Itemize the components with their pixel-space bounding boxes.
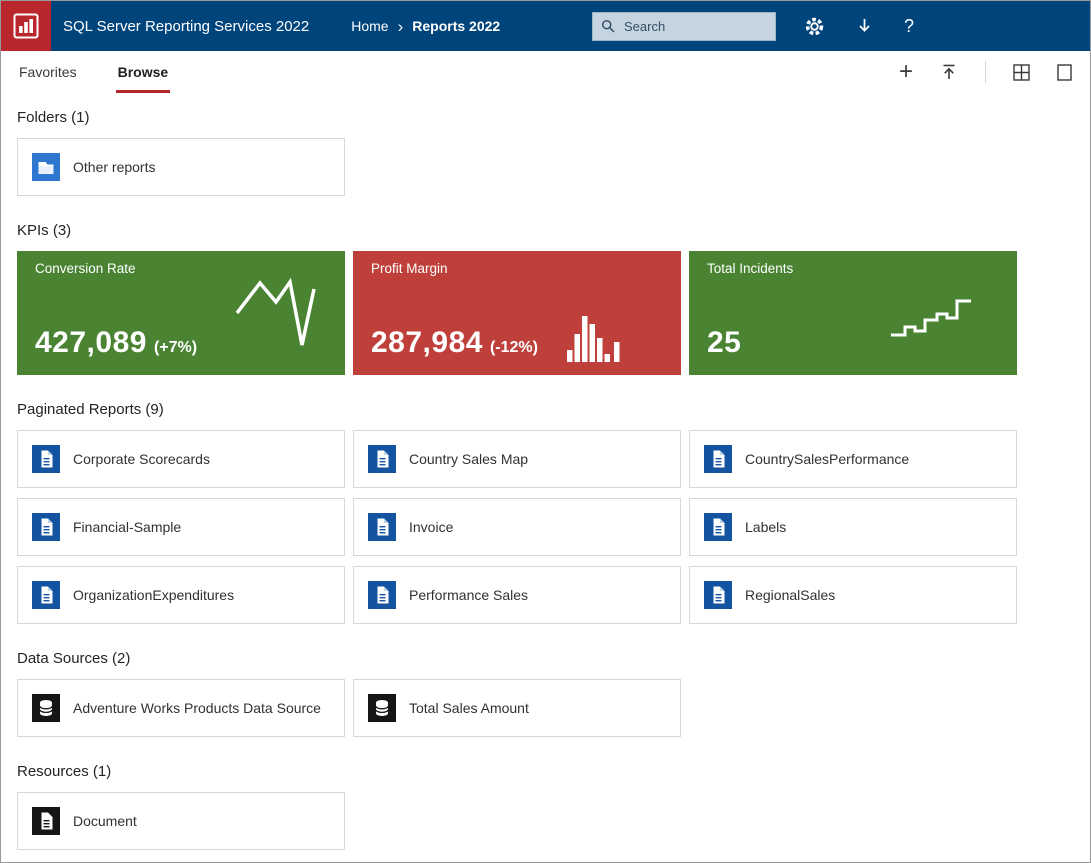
tabbar-actions: + [899,51,1072,93]
report-tile-label: RegionalSales [745,586,836,603]
kpi-value: 427,089 [35,326,147,359]
document-icon [32,807,60,835]
report-tile-label: Labels [745,518,787,535]
app-title: SQL Server Reporting Services 2022 [63,17,310,35]
report-tile-label: OrganizationExpenditures [73,586,235,603]
report-tile-label: CountrySalesPerformance [745,450,910,467]
kpi-title: Profit Margin [371,261,448,276]
kpi-value: 25 [707,326,742,359]
report-document-icon [368,581,396,609]
settings-button[interactable] [804,16,825,37]
search-box[interactable] [591,11,776,41]
report-tile[interactable]: Country Sales Map [353,430,681,488]
folder-tile[interactable]: Other reports [17,138,345,196]
header-actions: ? [804,16,914,37]
datasource-tile-label: Adventure Works Products Data Source [73,699,321,716]
toolbar-divider [985,61,986,83]
datasource-tile[interactable]: Total Sales Amount [353,679,681,737]
browse-content: Folders (1) Other reports KPIs (3) Conve… [1,109,1090,862]
download-button[interactable] [856,17,873,35]
report-tile-label: Corporate Scorecards [73,450,210,467]
bar-chart-logo-icon [13,13,39,39]
report-document-icon [32,581,60,609]
kpi-delta: (+7%) [153,339,198,356]
tiles-view-button[interactable] [1013,63,1030,81]
paginated-reports-grid: Corporate Scorecards Country Sales Map C… [17,430,1074,624]
bar-chart-sparkline-icon [567,316,620,362]
report-tile-label: Financial-Sample [73,518,182,535]
kpi-delta: (-12%) [489,339,538,356]
breadcrumb-home[interactable]: Home [351,18,389,34]
report-tile-label: Country Sales Map [409,450,529,467]
report-tile[interactable]: Financial-Sample [17,498,345,556]
gear-icon [805,17,824,35]
list-view-button[interactable] [1057,63,1072,81]
report-tile-label: Performance Sales [409,586,529,603]
report-tile[interactable]: OrganizationExpenditures [17,566,345,624]
tab-browse[interactable]: Browse [115,51,171,93]
report-document-icon [368,445,396,473]
report-document-icon [368,513,396,541]
help-icon: ? [903,15,914,36]
upload-button[interactable] [940,63,958,81]
report-tile[interactable]: Invoice [353,498,681,556]
report-document-icon [704,445,732,473]
report-document-icon [32,445,60,473]
step-sparkline-icon [891,299,971,337]
resource-tile[interactable]: Document [17,792,345,850]
database-icon [368,694,396,722]
data-sources-grid: Adventure Works Products Data Source Tot… [17,679,1074,737]
chevron-right-icon: › [397,16,404,36]
app-header: SQL Server Reporting Services 2022 Home … [1,1,1090,51]
section-heading-kpis: KPIs (3) [17,222,72,239]
report-tile[interactable]: RegionalSales [689,566,1017,624]
report-document-icon [704,513,732,541]
kpi-tile-profit-margin[interactable]: Profit Margin 287,984 (-12%) [353,251,681,375]
breadcrumb-current: Reports 2022 [412,18,501,34]
report-tile-label: Invoice [409,518,454,535]
resources-grid: Document [17,792,1074,850]
plus-icon: + [898,58,913,85]
help-button[interactable]: ? [904,16,914,37]
kpi-tile-total-incidents[interactable]: Total Incidents 25 [689,251,1017,375]
kpi-tile-conversion-rate[interactable]: Conversion Rate 427,089 (+7%) [17,251,345,375]
kpi-title: Conversion Rate [35,261,136,276]
folder-icon [32,153,60,181]
grid-view-icon [1013,63,1030,81]
kpi-grid: Conversion Rate 427,089 (+7%) Profit Mar… [17,251,1074,375]
datasource-tile[interactable]: Adventure Works Products Data Source [17,679,345,737]
ssrs-logo[interactable] [1,1,51,51]
kpi-title: Total Incidents [707,261,794,276]
download-icon [859,19,870,32]
breadcrumb: Home › Reports 2022 [351,18,500,35]
upload-icon [943,64,955,79]
report-document-icon [32,513,60,541]
datasource-tile-label: Total Sales Amount [409,699,529,716]
report-tile[interactable]: CountrySalesPerformance [689,430,1017,488]
section-heading-data-sources: Data Sources (2) [17,650,131,667]
tab-favorites[interactable]: Favorites [19,64,77,80]
kpi-value-row: 25 [707,326,748,360]
list-view-icon [1057,63,1072,81]
resource-tile-label: Document [73,812,137,829]
report-tile[interactable]: Corporate Scorecards [17,430,345,488]
section-heading-folders: Folders (1) [17,109,90,126]
report-tile[interactable]: Labels [689,498,1017,556]
folder-tile-label: Other reports [73,158,156,175]
kpi-value-row: 287,984 (-12%) [371,326,538,360]
line-sparkline-icon [235,277,316,346]
section-heading-resources: Resources (1) [17,763,112,780]
folders-grid: Other reports [17,138,1074,196]
search-icon [601,19,615,33]
new-button[interactable]: + [899,60,913,84]
section-heading-paginated-reports: Paginated Reports (9) [17,401,164,418]
kpi-value: 287,984 [371,326,483,359]
report-document-icon [704,581,732,609]
view-tabbar: Favorites Browse + [1,51,1090,93]
kpi-value-row: 427,089 (+7%) [35,326,197,360]
report-tile[interactable]: Performance Sales [353,566,681,624]
search-input[interactable] [621,17,767,35]
database-icon [32,694,60,722]
